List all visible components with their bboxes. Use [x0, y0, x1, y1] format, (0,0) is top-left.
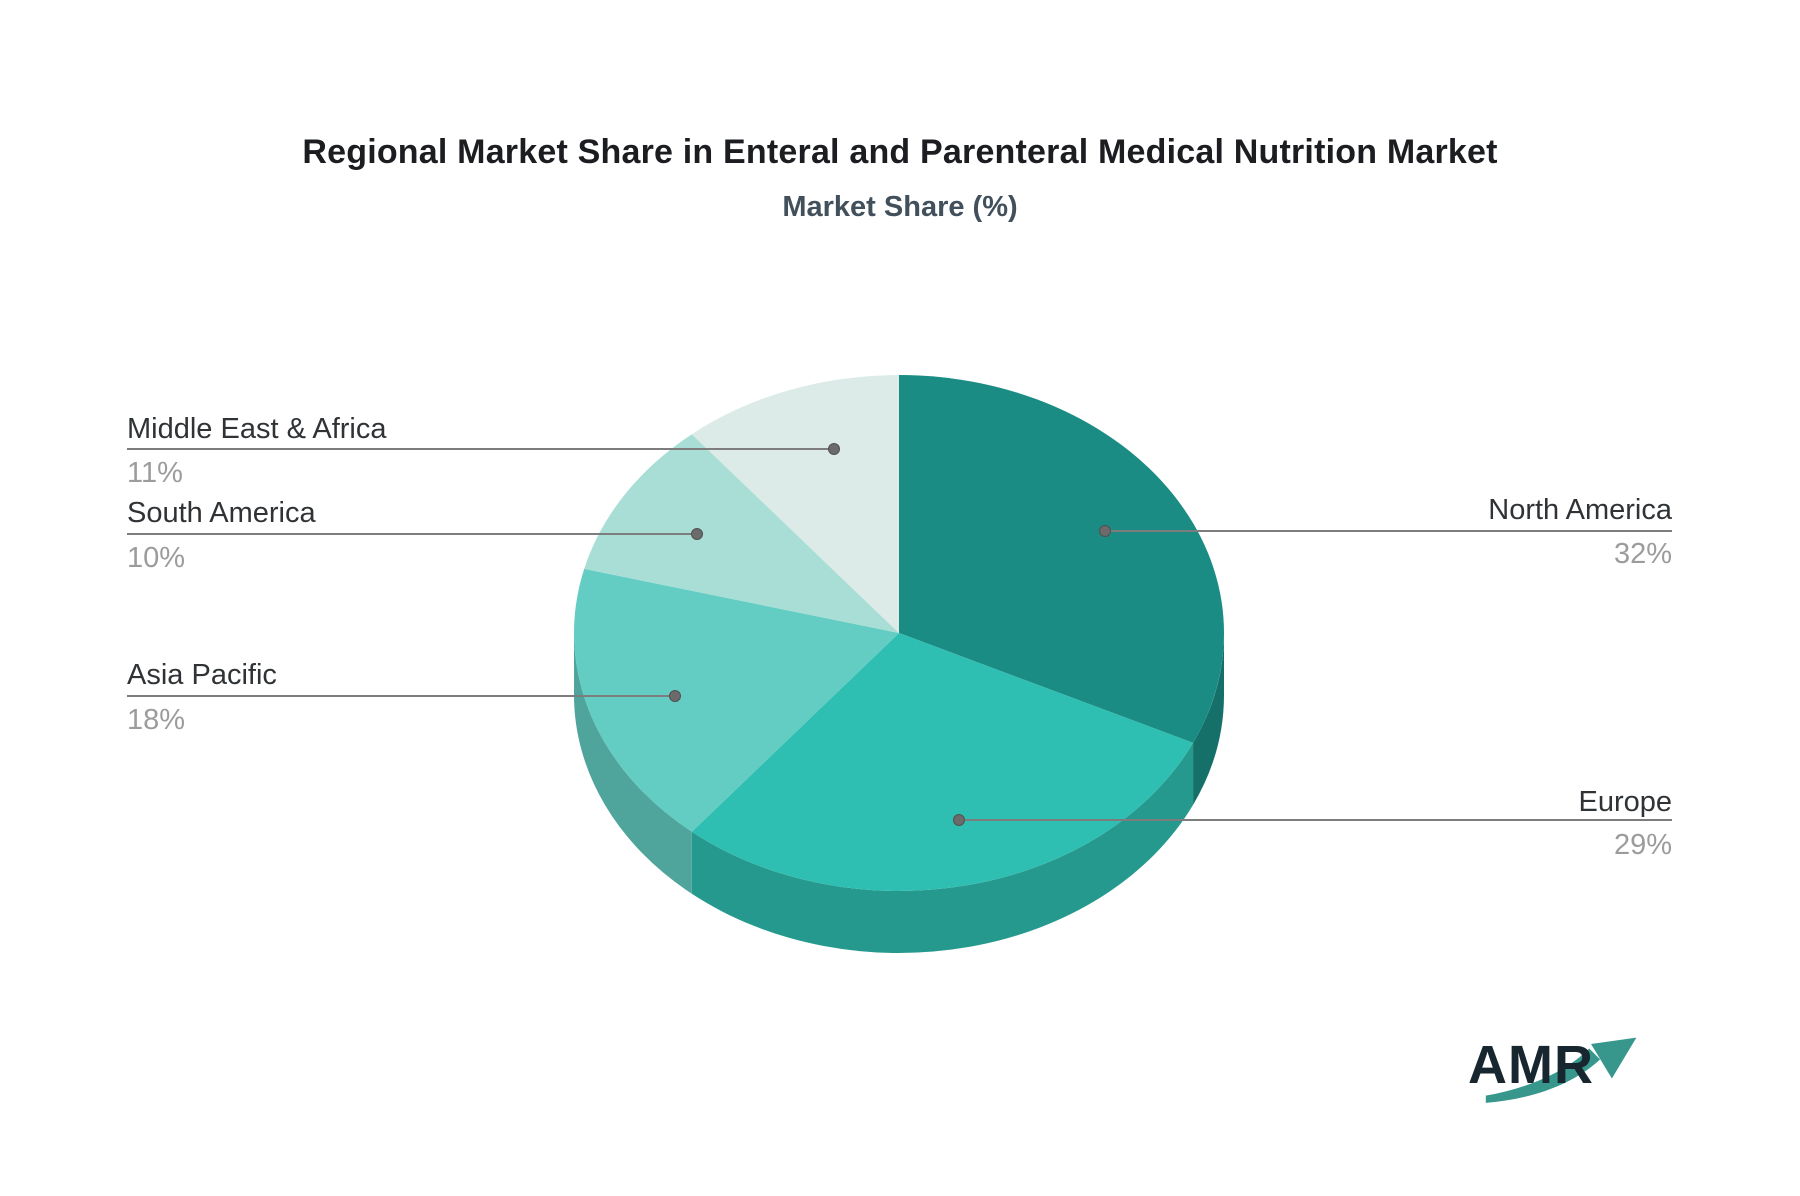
- arrow-head: [1591, 1037, 1637, 1079]
- leader-dot-asia-pacific: [669, 690, 681, 702]
- leader-dot-europe: [953, 814, 965, 826]
- region-value-europe: 29%: [1613, 829, 1672, 861]
- region-label-north-america: North America: [1488, 494, 1672, 526]
- pie-slice-middle-east-africa: [691, 375, 899, 633]
- pie-slice-asia-pacific: [574, 568, 899, 832]
- region-value-north-america: 32%: [1613, 538, 1672, 570]
- amr-logo-text: AMR: [1468, 1035, 1594, 1095]
- region-value-asia-pacific: 18%: [127, 704, 186, 736]
- leader-dot-north-america: [1099, 525, 1111, 537]
- pie-slice-side-europe: [691, 742, 1194, 953]
- pie-slice-south-america: [584, 434, 899, 633]
- leader-dot-middle-east-africa: [828, 443, 840, 455]
- region-label-asia-pacific: Asia Pacific: [127, 659, 277, 691]
- pie-slice-side-north-america: [1193, 633, 1224, 805]
- arrow-swoosh: [1485, 1048, 1601, 1103]
- region-label-europe: Europe: [1578, 786, 1672, 818]
- pie-slice-europe: [691, 633, 1194, 891]
- amr-logo: AMR: [1468, 1032, 1673, 1116]
- chart-title: Regional Market Share in Enteral and Par…: [302, 133, 1498, 171]
- pie-slice-north-america: [899, 374, 1225, 743]
- chart-subtitle: Market Share (%): [782, 191, 1018, 223]
- amr-logo-arrow-icon: [1485, 1037, 1637, 1103]
- region-value-south-america: 10%: [127, 542, 186, 574]
- region-value-middle-east-africa: 11%: [127, 457, 183, 489]
- region-label-south-america: South America: [127, 497, 316, 529]
- leader-dot-south-america: [691, 528, 703, 540]
- region-label-middle-east-africa: Middle East & Africa: [127, 413, 387, 445]
- pie-slice-side-asia-pacific: [574, 633, 692, 894]
